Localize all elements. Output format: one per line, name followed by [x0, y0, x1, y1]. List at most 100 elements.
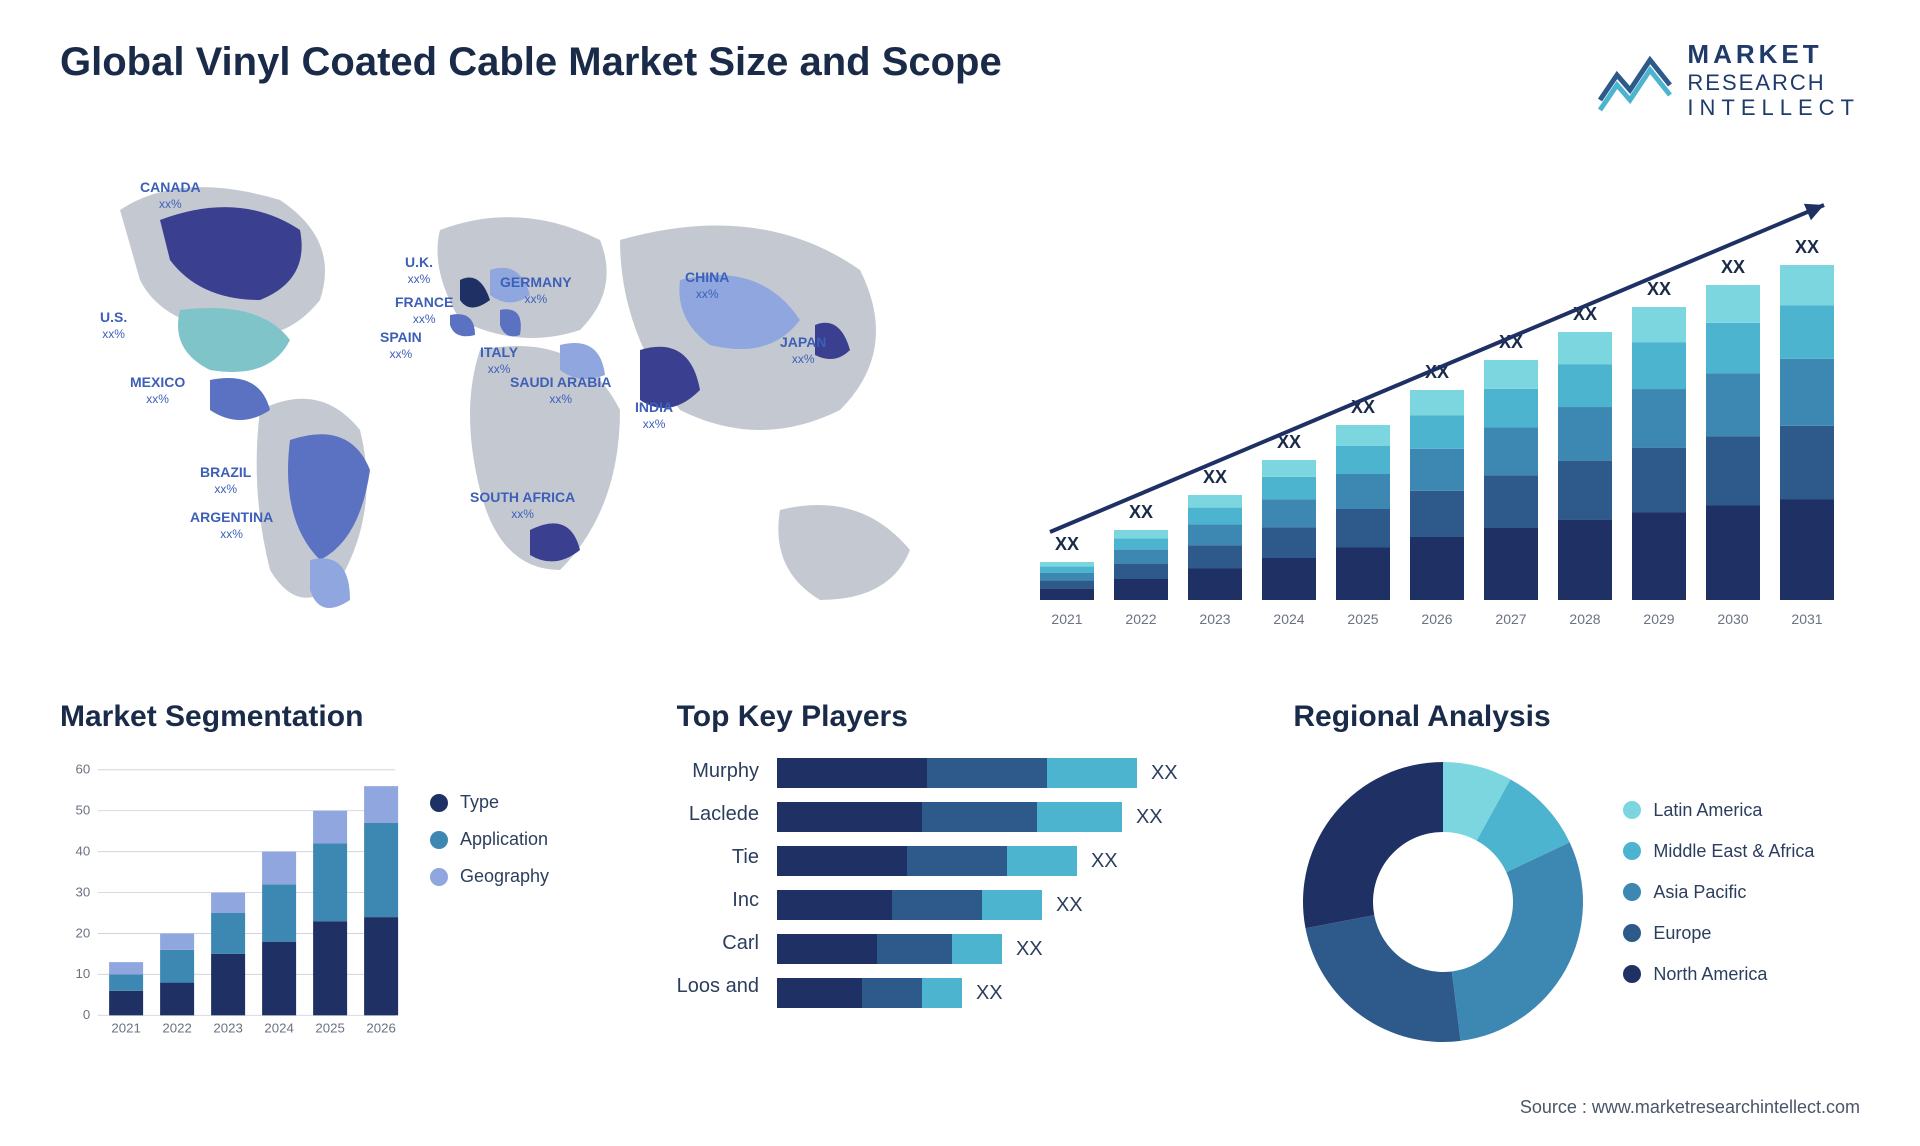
- seg-bar-seg: [364, 823, 398, 917]
- seg-bar-seg: [262, 852, 296, 885]
- forecast-bar-seg: [1188, 495, 1242, 508]
- legend-swatch: [430, 831, 448, 849]
- donut-slice: [1452, 843, 1583, 1042]
- seg-bar-seg: [109, 975, 143, 991]
- forecast-bar-seg: [1114, 579, 1168, 600]
- country-label: CHINAxx%: [685, 270, 729, 301]
- forecast-bar-seg: [1262, 558, 1316, 600]
- player-bar-seg: [982, 890, 1042, 920]
- player-bar-seg: [907, 846, 1007, 876]
- forecast-year-tick: 2021: [1051, 611, 1082, 627]
- player-bar-seg: [877, 934, 952, 964]
- forecast-bar-seg: [1780, 500, 1834, 601]
- player-bar-seg: [862, 978, 922, 1008]
- player-bar-row: XX: [777, 758, 1243, 788]
- seg-bar-seg: [364, 918, 398, 1016]
- forecast-bar-seg: [1262, 500, 1316, 528]
- forecast-bar-seg: [1706, 374, 1760, 437]
- seg-ytick: 40: [76, 844, 91, 859]
- seg-bar-seg: [211, 893, 245, 913]
- forecast-bar-seg: [1632, 513, 1686, 601]
- forecast-bar-seg: [1706, 285, 1760, 323]
- country-label: GERMANYxx%: [500, 275, 572, 306]
- seg-bar-seg: [364, 787, 398, 824]
- key-players-panel: Top Key Players MurphyLacledeTieIncCarlL…: [677, 700, 1244, 1080]
- legend-swatch: [430, 868, 448, 886]
- forecast-year-tick: 2028: [1569, 611, 1600, 627]
- seg-bar-seg: [160, 950, 194, 983]
- legend-label: Application: [460, 829, 548, 850]
- player-bar: [777, 802, 1122, 832]
- forecast-year-tick: 2025: [1347, 611, 1378, 627]
- regional-panel: Regional Analysis Latin America Middle Ea…: [1293, 700, 1860, 1080]
- player-value: XX: [1151, 762, 1178, 785]
- legend-label: Asia Pacific: [1653, 882, 1746, 903]
- seg-ytick: 10: [76, 967, 91, 982]
- seg-ytick: 50: [76, 803, 91, 818]
- country-label: JAPANxx%: [780, 335, 826, 366]
- forecast-bar-seg: [1114, 530, 1168, 538]
- player-value: XX: [1136, 806, 1163, 829]
- forecast-bar-seg: [1040, 589, 1094, 600]
- player-bar-row: XX: [777, 934, 1243, 964]
- seg-xtick: 2026: [366, 1021, 395, 1036]
- forecast-bar-seg: [1632, 307, 1686, 342]
- forecast-bar-label: XX: [1795, 237, 1819, 257]
- seg-xtick: 2025: [315, 1021, 344, 1036]
- legend-label: Middle East & Africa: [1653, 841, 1814, 862]
- forecast-bar-label: XX: [1721, 257, 1745, 277]
- player-name: Carl: [722, 932, 759, 955]
- legend-item: Latin America: [1623, 800, 1814, 821]
- segmentation-panel: Market Segmentation 01020304050602021202…: [60, 700, 627, 1080]
- forecast-bar-seg: [1558, 365, 1612, 408]
- forecast-bar-seg: [1114, 539, 1168, 550]
- seg-bar-seg: [211, 914, 245, 955]
- forecast-bar-seg: [1114, 550, 1168, 564]
- seg-bar-seg: [211, 954, 245, 1015]
- country-label: SPAINxx%: [380, 330, 422, 361]
- forecast-bar-seg: [1558, 461, 1612, 520]
- player-bar-seg: [892, 890, 982, 920]
- legend-swatch: [1623, 965, 1641, 983]
- seg-ytick: 0: [83, 1008, 90, 1023]
- forecast-bar-seg: [1040, 567, 1094, 573]
- forecast-chart: XX2021XX2022XX2023XX2024XX2025XX2026XX20…: [1020, 150, 1860, 650]
- seg-bar-seg: [313, 922, 347, 1016]
- player-name-list: MurphyLacledeTieIncCarlLoos and: [677, 752, 759, 1008]
- forecast-bar-seg: [1410, 491, 1464, 537]
- legend-label: Geography: [460, 866, 549, 887]
- player-bar: [777, 934, 1002, 964]
- segmentation-legend: TypeApplicationGeography: [430, 792, 549, 903]
- player-bar-seg: [922, 802, 1037, 832]
- player-name: Loos and: [677, 975, 759, 998]
- player-name: Laclede: [689, 803, 759, 826]
- player-bar-seg: [1047, 758, 1137, 788]
- forecast-bar-seg: [1484, 428, 1538, 476]
- player-name: Tie: [732, 846, 759, 869]
- legend-item: Asia Pacific: [1623, 882, 1814, 903]
- player-value: XX: [1016, 938, 1043, 961]
- legend-item: North America: [1623, 964, 1814, 985]
- forecast-bar-seg: [1262, 460, 1316, 477]
- forecast-bar-seg: [1040, 573, 1094, 581]
- legend-label: North America: [1653, 964, 1767, 985]
- player-bar-row: XX: [777, 978, 1243, 1008]
- regional-title: Regional Analysis: [1293, 700, 1860, 734]
- player-value: XX: [976, 982, 1003, 1005]
- country-label: FRANCExx%: [395, 295, 453, 326]
- forecast-bar-seg: [1780, 306, 1834, 360]
- legend-swatch: [1623, 842, 1641, 860]
- donut-slice: [1306, 916, 1461, 1043]
- forecast-bar-seg: [1114, 564, 1168, 579]
- player-bar-seg: [777, 934, 877, 964]
- player-bar-row: XX: [777, 890, 1243, 920]
- logo-line3: INTELLECT: [1687, 95, 1860, 120]
- segmentation-chart: 0102030405060202120222023202420252026: [60, 752, 400, 1052]
- forecast-bar-seg: [1410, 390, 1464, 415]
- donut-slice: [1303, 762, 1443, 928]
- country-label: INDIAxx%: [635, 400, 673, 431]
- seg-xtick: 2024: [264, 1021, 293, 1036]
- player-bar: [777, 890, 1042, 920]
- player-bar-seg: [927, 758, 1047, 788]
- player-bar: [777, 978, 962, 1008]
